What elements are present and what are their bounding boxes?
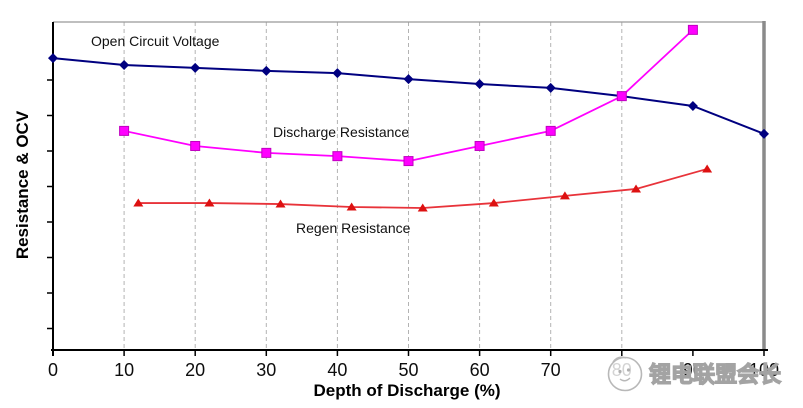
x-tick-label: 40 — [327, 360, 348, 380]
discharge-series-label: Discharge Resistance — [273, 124, 410, 140]
y-axis-title: Resistance & OCV — [13, 110, 32, 260]
x-tick-label: 50 — [398, 360, 419, 380]
x-tick-label: 70 — [540, 360, 561, 380]
regen-series-label: Regen Resistance — [296, 220, 411, 236]
x-tick-label: 100 — [748, 360, 780, 380]
x-tick-label: 90 — [682, 360, 703, 380]
x-tick-label: 80 — [611, 360, 632, 380]
x-tick-label: 20 — [185, 360, 206, 380]
x-tick-label: 60 — [469, 360, 490, 380]
x-tick-label: 10 — [114, 360, 135, 380]
x-tick-label: 0 — [47, 360, 59, 380]
ocv-series-label: Open Circuit Voltage — [91, 33, 220, 49]
x-axis-title: Depth of Discharge (%) — [313, 381, 501, 400]
x-tick-label: 30 — [256, 360, 277, 380]
